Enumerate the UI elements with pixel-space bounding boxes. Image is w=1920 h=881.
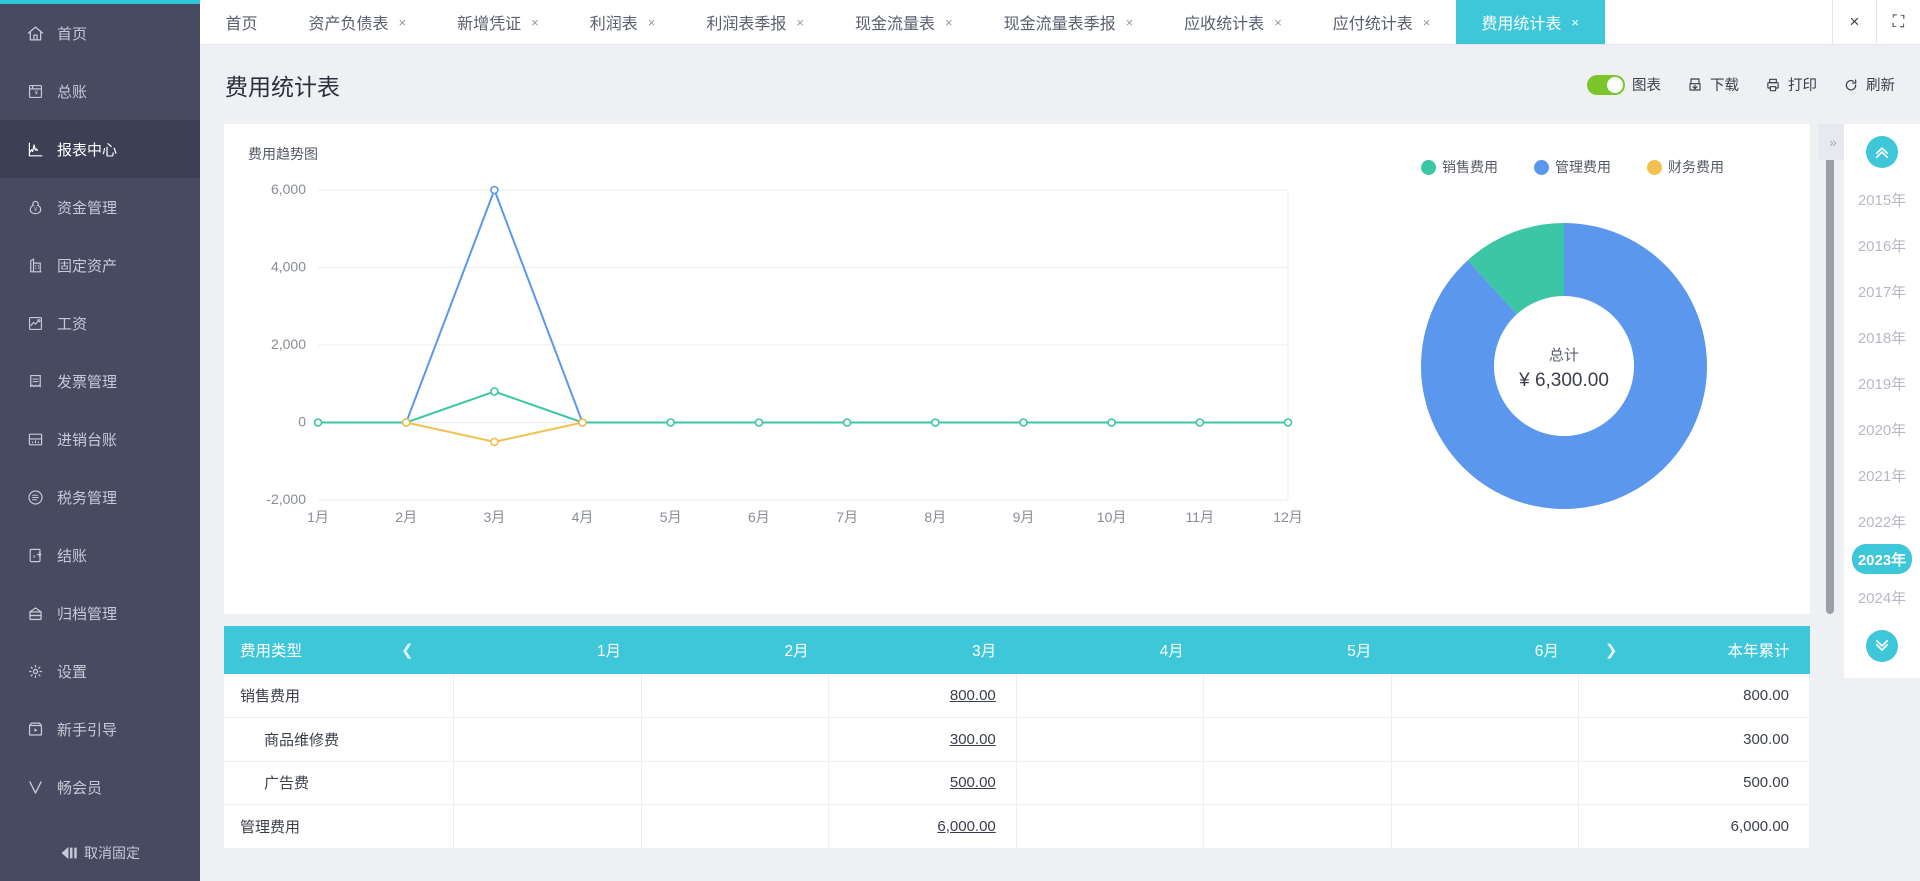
svg-text:2月: 2月 [395, 509, 417, 525]
svg-text:4月: 4月 [572, 509, 594, 525]
svg-text:¥: ¥ [33, 554, 36, 560]
svg-text:6,000: 6,000 [271, 181, 306, 197]
svg-text:8月: 8月 [924, 509, 946, 525]
svg-text:2,000: 2,000 [271, 336, 306, 352]
svg-text:3月: 3月 [484, 509, 506, 525]
svg-text:12月: 12月 [1273, 509, 1303, 525]
svg-text:10月: 10月 [1097, 509, 1127, 525]
svg-text:¥ 6,300.00: ¥ 6,300.00 [1518, 370, 1609, 391]
svg-text:¥: ¥ [34, 206, 38, 212]
svg-text:6月: 6月 [748, 509, 770, 525]
svg-text:0: 0 [298, 414, 306, 430]
svg-text:7月: 7月 [836, 509, 858, 525]
svg-text:9月: 9月 [1013, 509, 1035, 525]
svg-text:-2,000: -2,000 [266, 491, 306, 507]
svg-text:总计: 总计 [1549, 347, 1579, 364]
svg-text:¥: ¥ [35, 90, 39, 96]
svg-text:5月: 5月 [660, 509, 682, 525]
svg-text:4,000: 4,000 [271, 259, 306, 275]
svg-text:1月: 1月 [307, 509, 329, 525]
svg-text:11月: 11月 [1186, 509, 1215, 525]
